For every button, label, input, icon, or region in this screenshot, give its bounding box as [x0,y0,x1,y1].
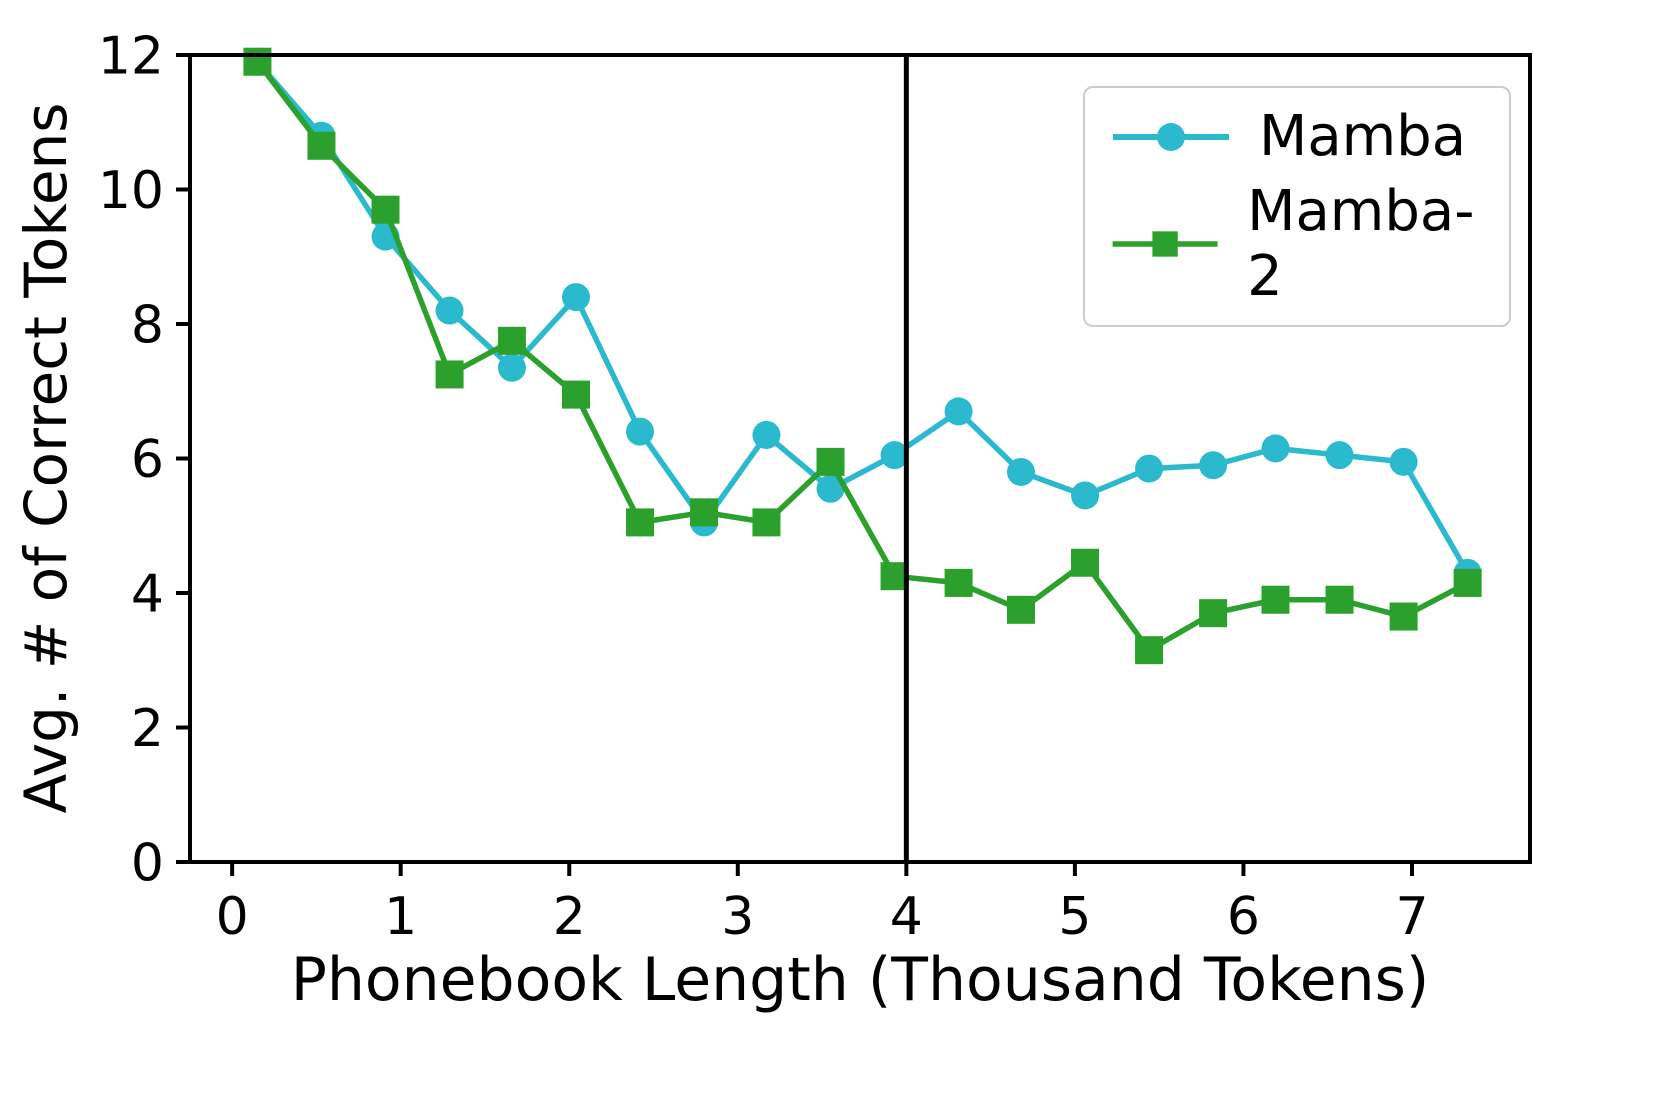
legend-item-mamba-2: Mamba-2 [1109,179,1485,309]
data-point-marker [1389,447,1418,476]
y-tick-label: 6 [131,430,164,490]
y-tick-label: 0 [131,834,164,894]
y-tick-label: 10 [98,161,164,221]
x-tick-label: 2 [553,887,586,947]
data-point-marker [816,447,845,476]
data-point-marker [816,474,845,503]
x-tick-label: 6 [1227,887,1260,947]
legend-label-mamba-2: Mamba-2 [1247,179,1475,309]
x-tick-label: 3 [721,887,754,947]
data-point-marker [626,508,655,537]
data-point-marker [1199,599,1228,628]
y-tick-label: 8 [131,296,164,356]
data-point-marker [243,47,272,76]
data-point-marker [690,498,719,527]
data-point-marker [1199,451,1228,480]
data-point-marker [1261,585,1290,614]
data-point-marker [435,296,464,325]
data-point-marker [561,283,590,312]
data-point-marker [1325,441,1354,470]
data-point-marker [944,568,973,597]
series-mamba [243,47,1482,587]
y-axis-ticks: 0 2 4 6 8 10 12 [98,27,190,894]
plot-border [188,53,1532,864]
data-point-marker [561,380,590,409]
data-point-marker [880,441,909,470]
x-axis-label: Phonebook Length (Thousand Tokens) [290,945,1430,1015]
x-tick-label: 7 [1395,887,1428,947]
data-point-marker [1135,454,1164,483]
data-point-marker [1006,457,1035,486]
x-tick-label: 1 [384,887,417,947]
data-point-marker [1071,548,1100,577]
data-point-marker [497,353,526,382]
y-axis-label: Avg. # of Correct Tokens [12,102,80,814]
y-tick-label: 12 [98,27,164,87]
legend: Mamba Mamba-2 [1083,86,1511,327]
data-point-marker [435,360,464,389]
data-point-marker [1389,602,1418,631]
x-tick-label: 0 [216,887,249,947]
data-point-marker [1325,585,1354,614]
mamba2-line-marker-icon [1112,231,1218,257]
data-point-marker [307,131,336,160]
data-point-marker [752,420,781,449]
data-point-marker [944,397,973,426]
x-axis-ticks: 0 1 2 3 4 5 6 7 [216,862,1429,947]
data-point-marker [1071,481,1100,510]
data-point-marker [497,326,526,355]
mamba-line-marker-icon [1113,122,1229,151]
x-tick-label: 5 [1058,887,1091,947]
legend-item-mamba: Mamba [1109,104,1485,169]
data-point-marker [1261,434,1290,463]
data-point-marker [752,508,781,537]
y-tick-label: 2 [131,699,164,759]
x-tick-label: 4 [890,887,923,947]
y-tick-label: 4 [131,565,164,625]
data-point-marker [1453,568,1482,597]
legend-label-mamba: Mamba [1259,104,1467,169]
data-point-marker [626,417,655,446]
data-point-marker [1135,636,1164,665]
series-mamba-2 [243,47,1482,665]
data-point-marker [371,195,400,224]
data-point-marker [1006,595,1035,624]
